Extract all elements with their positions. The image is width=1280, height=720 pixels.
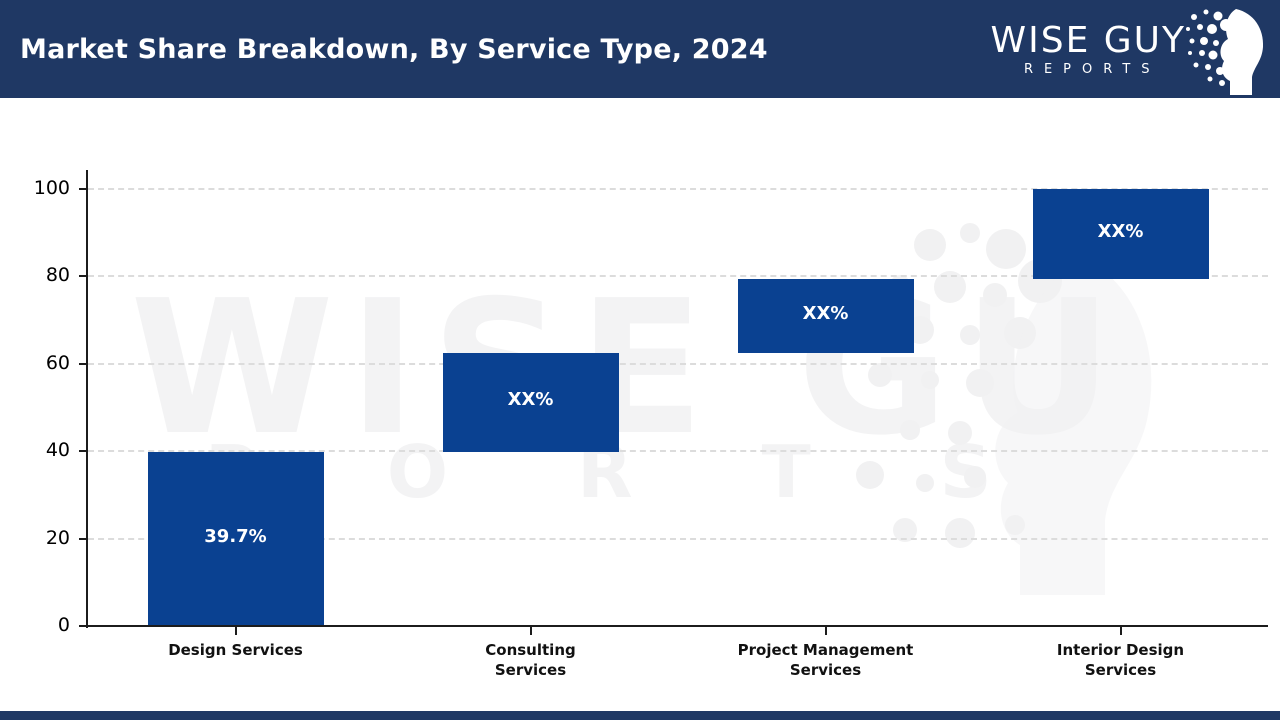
gridline-y80 <box>88 275 1268 277</box>
x-axis-tick-mark <box>824 627 827 635</box>
y-axis-tick-label: 40 <box>45 439 70 461</box>
y-axis-tick-mark <box>79 450 88 452</box>
x-axis-tick-mark <box>234 627 237 635</box>
logo: WISE GUY REPORTS <box>991 3 1267 95</box>
bar-value-label: 39.7% <box>204 526 267 548</box>
x-axis-category-label: Design Services <box>168 641 303 659</box>
x-axis-tick-mark <box>1119 627 1122 635</box>
x-axis-category-label: Interior Design Services <box>1056 641 1185 680</box>
y-axis-tick-mark <box>79 625 88 627</box>
x-axis-category-label: Consulting Services <box>485 641 576 680</box>
y-axis-line <box>86 170 88 628</box>
x-axis-tick-mark <box>529 627 532 635</box>
y-axis-tick-mark <box>79 362 88 365</box>
x-axis-category-label: Project Management Services <box>737 641 914 680</box>
bar-consulting-services <box>442 352 619 453</box>
bar-design-services <box>147 452 324 626</box>
y-axis-tick-label: 100 <box>33 176 70 199</box>
footer-bar <box>0 711 1280 720</box>
bar-project-management-services <box>737 279 914 353</box>
y-axis-tick-mark <box>79 187 88 190</box>
page-title: Market Share Breakdown, By Service Type,… <box>20 33 768 65</box>
y-axis-tick-mark <box>79 537 88 540</box>
bar-value-label: XX% <box>507 389 554 411</box>
bar-value-label: XX% <box>802 302 849 324</box>
bar-interior-design-services <box>1032 188 1209 280</box>
logo-reports-label: REPORTS <box>1023 61 1161 77</box>
gridline-y60 <box>88 362 1268 365</box>
y-axis-tick-label: 80 <box>45 264 70 286</box>
gridline-y40 <box>88 450 1268 452</box>
bar-value-label: XX% <box>1097 220 1144 242</box>
logo-face-icon <box>1186 9 1264 95</box>
header-bar: Market Share Breakdown, By Service Type,… <box>0 0 1280 98</box>
y-axis-tick-label: 60 <box>45 351 70 374</box>
y-axis-tick-label: 20 <box>45 526 70 549</box>
gridline-y20 <box>88 537 1268 540</box>
x-axis-line <box>86 625 1268 627</box>
logo-wiseguy-label: WISE GUY <box>990 19 1186 61</box>
y-axis-tick-label: 0 <box>57 614 70 636</box>
y-axis-tick-mark <box>79 275 88 277</box>
logo-text: WISE GUY REPORTS <box>990 19 1187 77</box>
gridline-y100 <box>88 187 1268 190</box>
